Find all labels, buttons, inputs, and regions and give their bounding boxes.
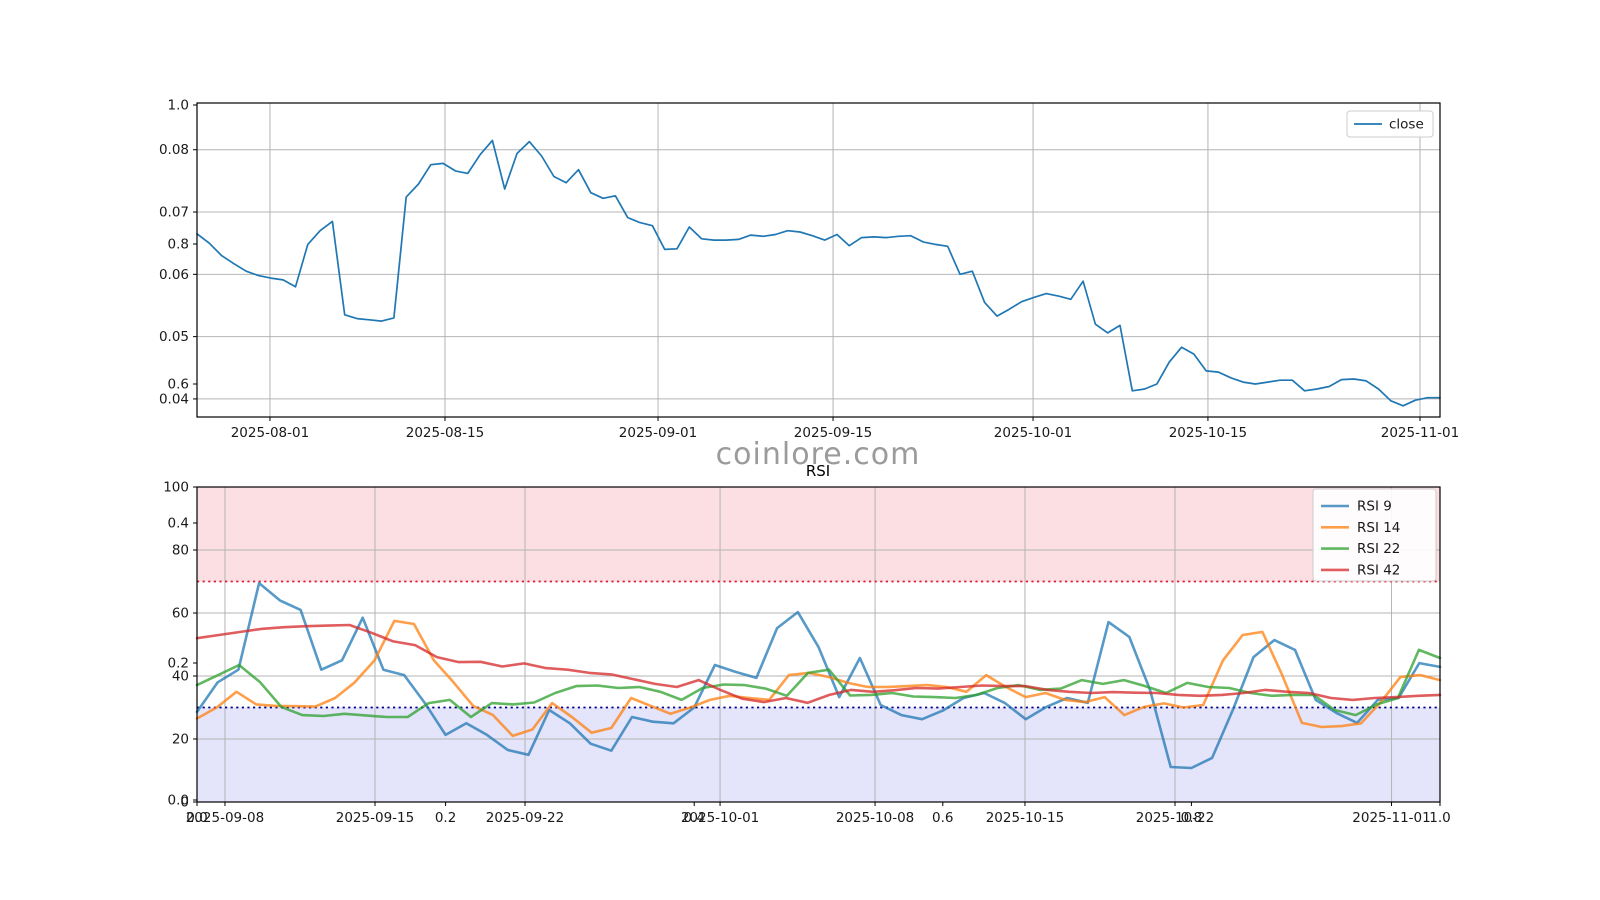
price-x-tick-label: 2025-08-01 bbox=[231, 425, 309, 441]
rsi-x-tick-label: 2025-10-01 bbox=[681, 810, 759, 826]
overbought-band bbox=[197, 487, 1440, 582]
stray-x-axis-label: 0.6 bbox=[932, 810, 953, 826]
price-legend-box bbox=[1346, 110, 1434, 138]
rsi-x-tick-label: 2025-11-01 bbox=[1352, 810, 1430, 826]
price-y-tick-label: 0.05 bbox=[159, 329, 189, 345]
rsi-x-tick-label: 2025-09-22 bbox=[486, 810, 564, 826]
price-x-tick-label: 2025-10-01 bbox=[994, 425, 1072, 441]
rsi-x-tick-label: 2025-09-15 bbox=[336, 810, 414, 826]
price-y-tick-label: 0.06 bbox=[159, 267, 189, 283]
rsi-axes-frame bbox=[196, 486, 1441, 803]
price-axes-frame bbox=[196, 102, 1441, 418]
price-x-tick-label: 2025-08-15 bbox=[406, 425, 484, 441]
price-x-tick-label: 2025-11-01 bbox=[1381, 425, 1459, 441]
stray-y-axis-label: 0.6 bbox=[168, 377, 189, 393]
rsi-legend-label: RSI 22 bbox=[1357, 541, 1400, 557]
oversold-band bbox=[197, 707, 1440, 802]
rsi-x-tick-label: 2025-10-08 bbox=[836, 810, 914, 826]
rsi-y-tick-label: 100 bbox=[163, 480, 189, 496]
price-y-tick-label: 0.07 bbox=[159, 205, 189, 221]
rsi-legend-label: RSI 42 bbox=[1357, 562, 1400, 578]
price-x-tick-label: 2025-10-15 bbox=[1169, 425, 1247, 441]
rsi-line-rsi-22 bbox=[195, 648, 1442, 719]
stray-x-axis-label: 0.4 bbox=[683, 810, 704, 826]
stray-y-axis-label: 0.4 bbox=[168, 516, 189, 532]
rsi-y-tick-label: 0 bbox=[180, 795, 189, 811]
stray-x-axis-label: 0.0 bbox=[186, 810, 207, 826]
rsi-subplot-title: RSI bbox=[805, 462, 831, 480]
price-y-tick-label: 0.04 bbox=[159, 391, 189, 407]
stray-x-axis-label: 1.0 bbox=[1429, 810, 1450, 826]
stray-y-axis-label: 0.2 bbox=[168, 656, 189, 672]
rsi-line-rsi-42 bbox=[195, 623, 1442, 705]
rsi-x-tick-label: 2025-09-08 bbox=[186, 810, 264, 826]
rsi-y-tick-label: 40 bbox=[172, 669, 189, 685]
rsi-x-tick-label: 2025-10-15 bbox=[986, 810, 1064, 826]
stray-x-axis-label: 0.2 bbox=[435, 810, 456, 826]
rsi-y-tick-label: 20 bbox=[172, 732, 189, 748]
rsi-y-tick-label: 60 bbox=[172, 606, 189, 622]
stray-y-axis-label: 1.0 bbox=[168, 98, 189, 114]
rsi-line-rsi-14 bbox=[195, 619, 1442, 738]
rsi-x-tick-label: 2025-10-22 bbox=[1136, 810, 1214, 826]
stray-y-axis-label: 0.0 bbox=[168, 793, 189, 809]
price-legend-label: close bbox=[1389, 117, 1424, 133]
rsi-legend-label: RSI 9 bbox=[1357, 499, 1392, 515]
watermark: coinlore.com bbox=[715, 437, 921, 472]
price-y-tick-label: 0.08 bbox=[159, 142, 189, 158]
rsi-line-rsi-9 bbox=[195, 581, 1442, 770]
stray-y-axis-label: 0.8 bbox=[168, 237, 189, 253]
rsi-legend-box bbox=[1312, 488, 1437, 582]
rsi-legend-label: RSI 14 bbox=[1357, 520, 1400, 536]
price-x-tick-label: 2025-09-01 bbox=[619, 425, 697, 441]
stray-x-axis-label: 0.8 bbox=[1181, 810, 1202, 826]
close-line bbox=[196, 139, 1441, 407]
price-x-tick-label: 2025-09-15 bbox=[794, 425, 872, 441]
rsi-y-tick-label: 80 bbox=[172, 543, 189, 559]
